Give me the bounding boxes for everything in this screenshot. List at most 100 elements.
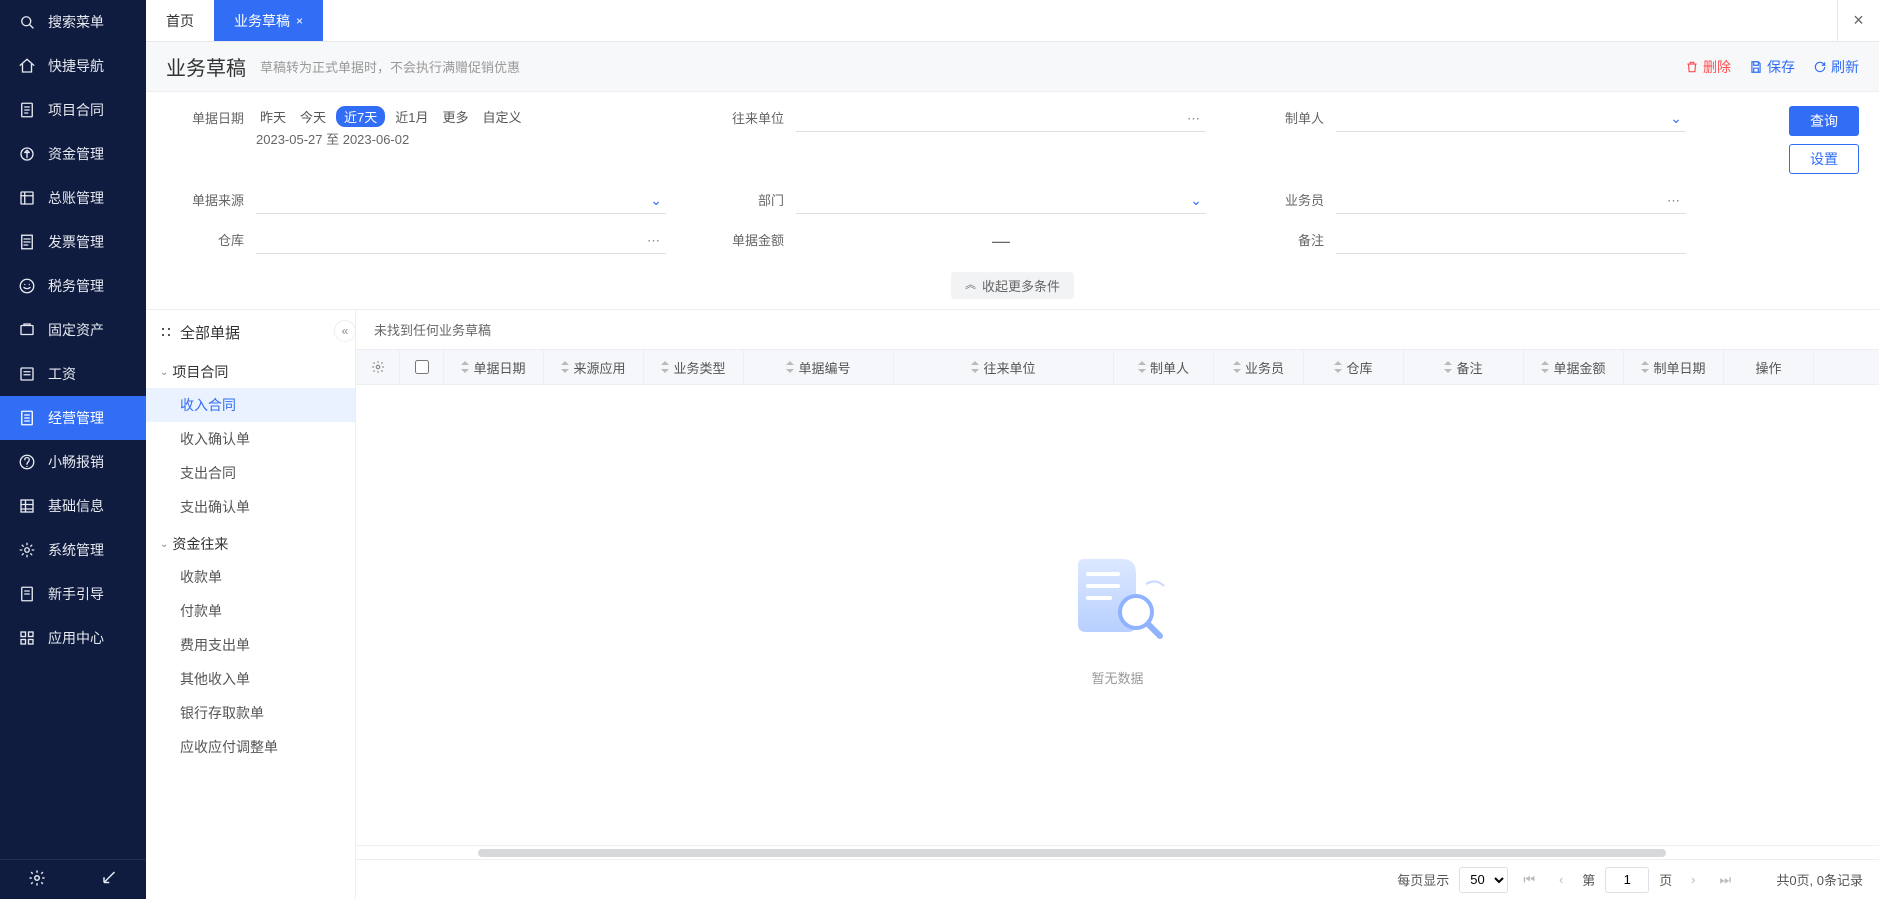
delete-button[interactable]: 删除: [1685, 57, 1731, 77]
col-wh[interactable]: 仓库: [1304, 350, 1404, 384]
save-button[interactable]: 保存: [1749, 57, 1795, 77]
nav-footer-icon-2[interactable]: [101, 869, 119, 890]
page-subtitle: 草稿转为正式单据时，不会执行满赠促销优惠: [260, 57, 520, 76]
col-ops[interactable]: 操作: [1724, 350, 1814, 384]
nav-item-contract[interactable]: 项目合同: [0, 88, 146, 132]
page-prev[interactable]: ‹: [1550, 869, 1572, 891]
sort-icon: [1138, 361, 1146, 373]
dept-input[interactable]: ⌄: [796, 188, 1206, 214]
col-date[interactable]: 单据日期: [444, 350, 544, 384]
page-title: 业务草稿: [166, 52, 246, 81]
page-input[interactable]: [1605, 867, 1649, 893]
col-mdate[interactable]: 制单日期: [1624, 350, 1724, 384]
col-amount[interactable]: 单据金额: [1524, 350, 1624, 384]
tree-leaf-收入确认单[interactable]: 收入确认单: [146, 422, 355, 456]
nav-item-appctr[interactable]: 应用中心: [0, 616, 146, 660]
col-sales[interactable]: 业务员: [1214, 350, 1304, 384]
tree-group-项目合同[interactable]: ⌄项目合同: [146, 356, 355, 388]
sort-icon: [1233, 361, 1241, 373]
close-icon[interactable]: ×: [296, 14, 303, 28]
tree-leaf-应收应付调整单[interactable]: 应收应付调整单: [146, 730, 355, 764]
assets-icon: [18, 321, 36, 339]
per-page-select[interactable]: 50: [1459, 867, 1508, 893]
nav-item-baoxiao[interactable]: 小畅报销: [0, 440, 146, 484]
col-type[interactable]: 业务类型: [644, 350, 744, 384]
remark-input[interactable]: [1336, 228, 1686, 254]
nav-footer-icon-1[interactable]: [28, 869, 46, 890]
date-preset-更多[interactable]: 更多: [439, 106, 473, 127]
nav-item-salary[interactable]: 工资: [0, 352, 146, 396]
select-all-checkbox[interactable]: [415, 360, 429, 374]
date-preset-近1月[interactable]: 近1月: [391, 106, 432, 127]
page-last[interactable]: ⏭: [1714, 869, 1736, 891]
nav-item-quick[interactable]: 快捷导航: [0, 44, 146, 88]
select-all-cell: [400, 350, 444, 384]
nav-item-label: 项目合同: [48, 100, 104, 120]
nav-item-label: 发票管理: [48, 232, 104, 252]
contract-icon: [18, 101, 36, 119]
nav-item-tax[interactable]: 税务管理: [0, 264, 146, 308]
col-remark[interactable]: 备注: [1404, 350, 1524, 384]
query-button[interactable]: 查询: [1789, 106, 1859, 136]
filter-remark: 备注: [1246, 228, 1686, 254]
amount-input[interactable]: —: [796, 228, 1206, 254]
grip-icon: [160, 326, 172, 338]
date-preset-今天[interactable]: 今天: [296, 106, 330, 127]
page-first[interactable]: ⏮: [1518, 869, 1540, 891]
date-preset-昨天[interactable]: 昨天: [256, 106, 290, 127]
nav-item-guide[interactable]: 新手引导: [0, 572, 146, 616]
date-preset-近7天[interactable]: 近7天: [336, 106, 385, 127]
nav-item-label: 快捷导航: [48, 56, 104, 76]
filter-maker-label: 制单人: [1246, 106, 1336, 132]
filter-warehouse-label: 仓库: [166, 228, 256, 254]
filter-date-label: 单据日期: [166, 106, 256, 132]
col-app[interactable]: 来源应用: [544, 350, 644, 384]
nav-item-search[interactable]: 搜索菜单: [0, 0, 146, 44]
warehouse-input[interactable]: ⋯: [256, 228, 666, 254]
horizontal-scrollbar[interactable]: [356, 845, 1879, 859]
col-maker[interactable]: 制单人: [1114, 350, 1214, 384]
tree-leaf-支出确认单[interactable]: 支出确认单: [146, 490, 355, 524]
content-split: 全部单据 « ⌄项目合同收入合同收入确认单支出合同支出确认单⌄资金往来收款单付款…: [146, 309, 1879, 899]
sort-icon: [1641, 361, 1649, 373]
source-input[interactable]: ⌄: [256, 188, 666, 214]
tree-leaf-收入合同[interactable]: 收入合同: [146, 388, 355, 422]
tab-首页[interactable]: 首页: [146, 0, 214, 41]
date-preset-自定义[interactable]: 自定义: [479, 106, 526, 127]
column-settings[interactable]: [356, 350, 400, 384]
salesman-input[interactable]: ⋯: [1336, 188, 1686, 214]
col-no[interactable]: 单据编号: [744, 350, 894, 384]
nav-item-invoice[interactable]: 发票管理: [0, 220, 146, 264]
close-all-tabs[interactable]: ×: [1837, 0, 1879, 41]
tree-leaf-付款单[interactable]: 付款单: [146, 594, 355, 628]
nav-item-funds[interactable]: 资金管理: [0, 132, 146, 176]
settings-button[interactable]: 设置: [1789, 144, 1859, 174]
tab-业务草稿[interactable]: 业务草稿×: [214, 0, 323, 41]
page-next[interactable]: ›: [1682, 869, 1704, 891]
filter-dept-label: 部门: [706, 188, 796, 214]
nav-item-label: 资金管理: [48, 144, 104, 164]
tree-leaf-费用支出单[interactable]: 费用支出单: [146, 628, 355, 662]
nav-item-assets[interactable]: 固定资产: [0, 308, 146, 352]
nav-item-label: 工资: [48, 364, 76, 384]
nav-item-sys[interactable]: 系统管理: [0, 528, 146, 572]
nav-item-ledger[interactable]: 总账管理: [0, 176, 146, 220]
collapse-filters[interactable]: ︽ 收起更多条件: [951, 272, 1074, 299]
refresh-label: 刷新: [1831, 57, 1859, 77]
tree-leaf-其他收入单[interactable]: 其他收入单: [146, 662, 355, 696]
double-chevron-up-icon: ︽: [965, 280, 976, 291]
nav-item-label: 系统管理: [48, 540, 104, 560]
tree-group-资金往来[interactable]: ⌄资金往来: [146, 528, 355, 560]
nav-item-biz[interactable]: 经营管理: [0, 396, 146, 440]
tree-leaf-收款单[interactable]: 收款单: [146, 560, 355, 594]
partner-input[interactable]: ⋯: [796, 106, 1206, 132]
refresh-button[interactable]: 刷新: [1813, 57, 1859, 77]
tree-leaf-支出合同[interactable]: 支出合同: [146, 456, 355, 490]
salary-icon: [18, 365, 36, 383]
nav-item-label: 总账管理: [48, 188, 104, 208]
col-partner[interactable]: 往来单位: [894, 350, 1114, 384]
tree-leaf-银行存取款单[interactable]: 银行存取款单: [146, 696, 355, 730]
maker-input[interactable]: ⌄: [1336, 106, 1686, 132]
nav-item-base[interactable]: 基础信息: [0, 484, 146, 528]
collapse-tree-button[interactable]: «: [334, 320, 356, 342]
